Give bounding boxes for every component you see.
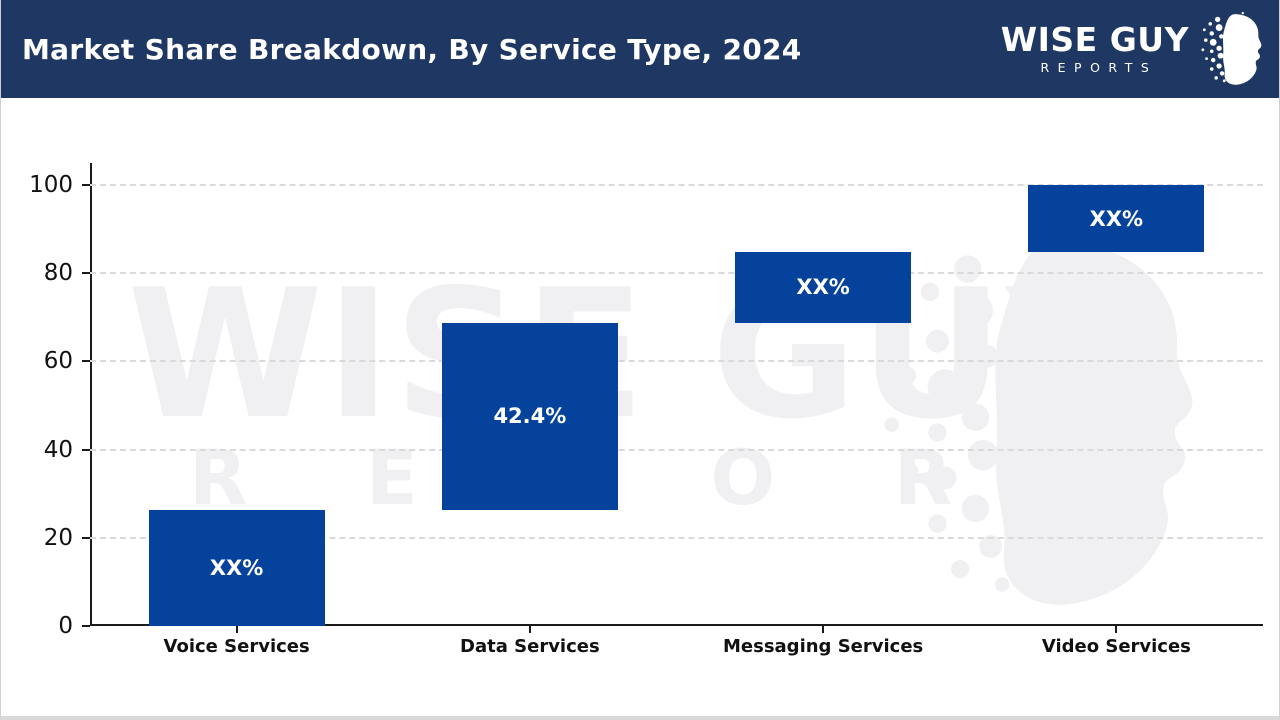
ytick-label-40: 40	[43, 436, 73, 463]
gridline-20	[90, 536, 1263, 539]
ytick-label-60: 60	[43, 348, 73, 375]
gridline-80	[90, 272, 1263, 275]
header: Market Share Breakdown, By Service Type,…	[1, 0, 1279, 98]
category-label-2: Messaging Services	[722, 636, 924, 657]
bar-value-label: XX%	[796, 275, 850, 300]
bar-video-services: XX%	[1028, 185, 1205, 253]
wise-guy-logo: WISE GUY REPORTS	[1001, 8, 1265, 90]
plot-frame	[90, 163, 1263, 626]
ytick-label-80: 80	[43, 260, 73, 287]
bar-messaging-services: XX%	[735, 252, 912, 323]
bar-value-label: 42.4%	[493, 404, 567, 429]
logo-wordmark: WISE GUY REPORTS	[1001, 23, 1189, 75]
ytick-label-100: 100	[29, 172, 73, 199]
xtick-mark-0	[235, 626, 238, 633]
dotted-head-icon	[1201, 11, 1262, 85]
bar-value-label: XX%	[1089, 206, 1144, 231]
chart-canvas: WISE GUY R E P O R T S 020406080100XX%Vo…	[1, 98, 1279, 716]
ytick-mark-20	[82, 536, 90, 539]
xtick-mark-1	[528, 626, 531, 633]
category-label-3: Video Services	[1041, 636, 1191, 657]
category-label-0: Voice Services	[163, 636, 310, 657]
bar-voice-services: XX%	[148, 509, 325, 626]
category-label-1: Data Services	[460, 636, 600, 657]
xtick-mark-2	[822, 626, 825, 633]
bar-data-services: 42.4%	[441, 322, 618, 510]
xtick-mark-3	[1115, 626, 1118, 633]
logo-line1: WISE GUY	[1000, 20, 1189, 60]
ytick-mark-100	[82, 184, 90, 187]
gridline-100	[90, 184, 1263, 187]
ytick-mark-40	[82, 448, 90, 451]
page-title: Market Share Breakdown, By Service Type,…	[22, 32, 802, 66]
ytick-label-20: 20	[43, 524, 73, 551]
ytick-mark-60	[82, 360, 90, 363]
ytick-mark-80	[82, 272, 90, 275]
gridline-60	[90, 360, 1263, 363]
gridline-40	[90, 448, 1263, 451]
bar-value-label: XX%	[209, 555, 264, 580]
logo-line2: REPORTS	[1040, 59, 1158, 75]
ytick-label-0: 0	[58, 613, 73, 639]
ytick-mark-0	[82, 625, 90, 627]
